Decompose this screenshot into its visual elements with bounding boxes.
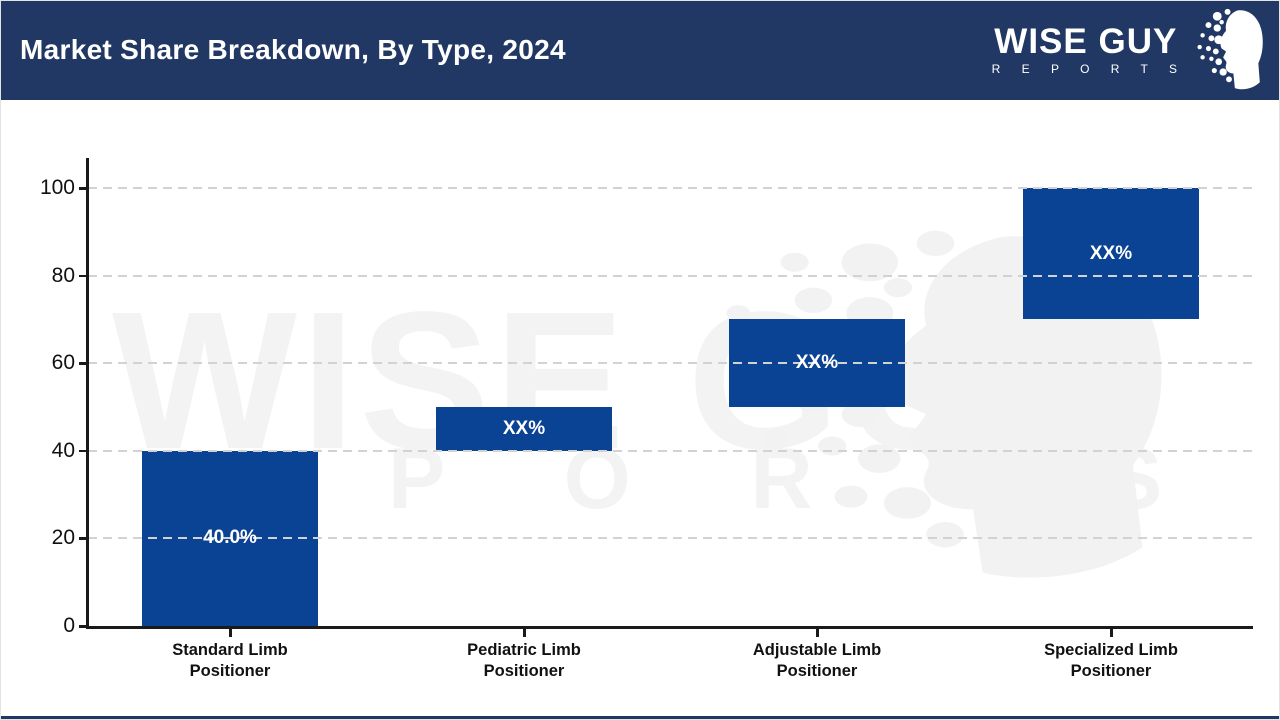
logo-wordmark-line2: R E P O R T S [991,62,1186,76]
bar-value-label-3: XX% [1089,242,1133,264]
x-tick-0 [229,628,232,637]
x-tick-3 [1110,628,1113,637]
y-tick-label-80: 80 [51,263,75,287]
x-tick-1 [523,628,526,637]
logo-face-icon [1197,8,1263,90]
logo-wordmark: WISE GUY R E P O R T S [986,22,1186,77]
y-tick-40 [79,449,88,453]
bar-value-label-1: XX% [502,417,546,439]
bar-pediatric-limb [436,407,612,451]
y-tick-60 [79,362,88,365]
y-tick-label-0: 0 [63,614,75,637]
x-category-line: Positioner [483,662,565,680]
y-tick-0 [79,625,88,628]
logo-wordmark-line1: WISE GUY [994,22,1178,61]
gridline-40 [88,449,1253,452]
x-axis-line [86,626,1253,629]
gridline-100 [88,187,1253,189]
y-tick-label-100: 100 [39,176,75,199]
x-category-line: Pediatric Limb [467,641,581,659]
bar-value-label-2: XX% [795,352,839,374]
x-category-line: Standard Limb [172,641,288,659]
gridline-60 [88,362,1253,365]
x-category-line: Positioner [1070,662,1152,680]
y-tick-80 [79,274,88,278]
chart-area: WISE GU P O R T S 0 20 40 60 80 100 40.0% Stand… [0,100,1280,716]
y-tick-label-20: 20 [51,526,75,550]
bar-specialized-limb [1023,188,1199,320]
page-title: Market Share Breakdown, By Type, 2024 [20,34,566,65]
footer-stripe [0,716,1280,720]
x-category-line: Positioner [189,662,271,680]
x-category-line: Specialized Limb [1044,641,1178,659]
y-tick-100 [79,187,88,190]
brand-logo: WISE GUY R E P O R T S [986,0,1268,100]
x-category-line: Adjustable Limb [752,641,882,659]
header-bar: Market Share Breakdown, By Type, 2024 WI… [0,0,1280,100]
x-category-label-3: Specialized Limb Positioner [971,640,1251,682]
x-category-line: Positioner [776,662,858,680]
y-tick-label-40: 40 [51,438,75,462]
gridline-80 [88,274,1253,277]
gridline-20 [88,537,1253,540]
x-category-label-0: Standard Limb Positioner [90,640,370,682]
y-axis-line [86,158,89,628]
y-tick-20 [79,537,88,540]
y-tick-label-60: 60 [51,351,75,375]
bar-value-label-0: 40.0% [203,527,257,549]
x-category-label-1: Pediatric Limb Positioner [384,640,664,682]
x-category-label-2: Adjustable Limb Positioner [677,640,957,682]
x-tick-2 [816,628,819,637]
